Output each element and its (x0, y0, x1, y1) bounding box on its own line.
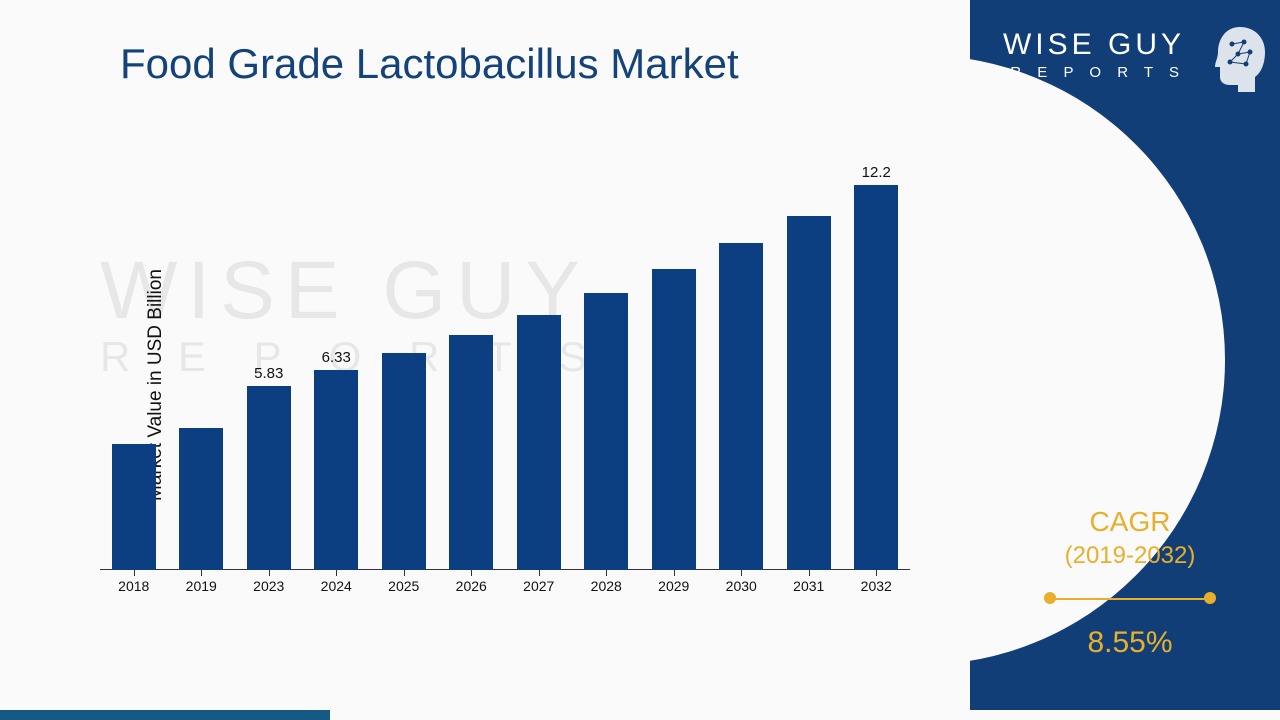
chart-plot: 5.83 6.33 12.2 (100, 160, 910, 570)
x-axis-label: 2030 (726, 578, 757, 594)
logo-text-top: WISE GUY (1003, 28, 1185, 62)
bar (179, 428, 223, 570)
bar-value-label: 6.33 (322, 349, 351, 366)
x-tick (404, 570, 405, 576)
brand-logo: WISE GUY R E P O R T S (1003, 28, 1185, 81)
cagr-dot-left (1044, 592, 1056, 604)
x-tick (269, 570, 270, 576)
cagr-label: CAGR (1020, 506, 1240, 538)
x-axis: 2018 2019 2023 2024 2025 2026 2027 2028 2029 2030… (100, 570, 910, 610)
x-axis-label: 2026 (456, 578, 487, 594)
bar (854, 185, 898, 570)
bar (517, 315, 561, 570)
bar (652, 269, 696, 570)
x-tick (809, 570, 810, 576)
x-axis-label: 2032 (861, 578, 892, 594)
x-tick (134, 570, 135, 576)
cagr-divider (1050, 588, 1210, 608)
cagr-block: CAGR (2019-2032) 8.55% (1020, 506, 1240, 660)
bar-wrap (112, 444, 156, 570)
x-axis-label: 2019 (186, 578, 217, 594)
bar (584, 293, 628, 570)
bar-value-label: 12.2 (862, 164, 891, 181)
chart-area: Market Value in USD Billion 5.836.3312.2… (90, 160, 910, 610)
bar-wrap (787, 216, 831, 570)
bottom-accent-bar (0, 710, 330, 720)
bar (787, 216, 831, 570)
bar (382, 353, 426, 570)
logo-text-bottom: R E P O R T S (1003, 64, 1185, 81)
bar (314, 370, 358, 570)
cagr-period: (2019-2032) (1020, 542, 1240, 570)
x-axis-label: 2025 (388, 578, 419, 594)
bar-wrap (719, 243, 763, 570)
x-axis-label: 2029 (658, 578, 689, 594)
brain-head-icon (1210, 22, 1270, 92)
x-axis-label: 2028 (591, 578, 622, 594)
bar (449, 335, 493, 570)
bar-wrap: 5.83 (247, 365, 291, 570)
page-root: Food Grade Lactobacillus Market WISE GUY… (0, 0, 1280, 720)
x-tick (471, 570, 472, 576)
bar (247, 386, 291, 570)
bar-wrap (179, 428, 223, 570)
bar-value-label: 5.83 (254, 365, 283, 382)
bar-wrap (382, 353, 426, 570)
x-tick (336, 570, 337, 576)
bar (112, 444, 156, 570)
x-axis-label: 2018 (118, 578, 149, 594)
x-axis-label: 2023 (253, 578, 284, 594)
x-axis-label: 2031 (793, 578, 824, 594)
cagr-line (1050, 598, 1210, 600)
x-tick (201, 570, 202, 576)
bar-wrap: 6.33 (314, 349, 358, 570)
bar-wrap (517, 315, 561, 570)
x-tick (876, 570, 877, 576)
bar (719, 243, 763, 570)
x-tick (674, 570, 675, 576)
cagr-value: 8.55% (1020, 626, 1240, 660)
x-tick (539, 570, 540, 576)
x-tick (741, 570, 742, 576)
x-tick (606, 570, 607, 576)
x-axis-label: 2024 (321, 578, 352, 594)
bar-wrap (652, 269, 696, 570)
bar-wrap: 12.2 (854, 164, 898, 570)
bar-wrap (449, 335, 493, 570)
cagr-dot-right (1204, 592, 1216, 604)
bar-wrap (584, 293, 628, 570)
chart-title: Food Grade Lactobacillus Market (120, 40, 739, 88)
x-axis-label: 2027 (523, 578, 554, 594)
